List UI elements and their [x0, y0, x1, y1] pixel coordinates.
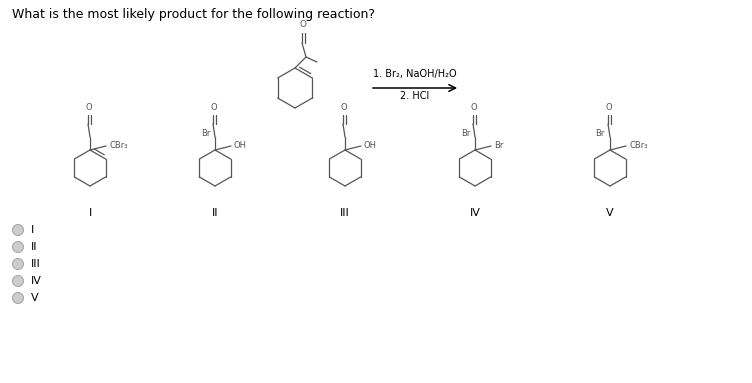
- Text: Br: Br: [494, 141, 503, 151]
- Circle shape: [13, 224, 23, 236]
- Text: OH: OH: [364, 141, 377, 151]
- Text: IV: IV: [31, 276, 42, 286]
- Text: III: III: [340, 208, 350, 218]
- Text: O: O: [299, 20, 307, 29]
- Text: O: O: [341, 103, 347, 112]
- Text: What is the most likely product for the following reaction?: What is the most likely product for the …: [12, 8, 375, 21]
- Text: 2. HCl: 2. HCl: [400, 91, 429, 101]
- Text: III: III: [31, 259, 41, 269]
- Text: 1. Br₂, NaOH/H₂O: 1. Br₂, NaOH/H₂O: [373, 69, 456, 79]
- Circle shape: [13, 259, 23, 270]
- Text: V: V: [606, 208, 614, 218]
- Text: IV: IV: [469, 208, 481, 218]
- Text: O: O: [605, 103, 612, 112]
- Text: Br: Br: [201, 129, 210, 139]
- Text: CBr₃: CBr₃: [629, 141, 647, 151]
- Text: O: O: [86, 103, 92, 112]
- Text: O: O: [211, 103, 217, 112]
- Circle shape: [13, 293, 23, 303]
- Text: II: II: [31, 242, 38, 252]
- Text: I: I: [31, 225, 35, 235]
- Text: O: O: [471, 103, 478, 112]
- Circle shape: [13, 275, 23, 286]
- Circle shape: [13, 242, 23, 252]
- Text: CBr₃: CBr₃: [109, 141, 128, 151]
- Text: Br: Br: [596, 129, 605, 139]
- Text: II: II: [212, 208, 218, 218]
- Text: V: V: [31, 293, 38, 303]
- Text: I: I: [89, 208, 92, 218]
- Text: OH: OH: [234, 141, 247, 151]
- Text: Br: Br: [461, 129, 470, 139]
